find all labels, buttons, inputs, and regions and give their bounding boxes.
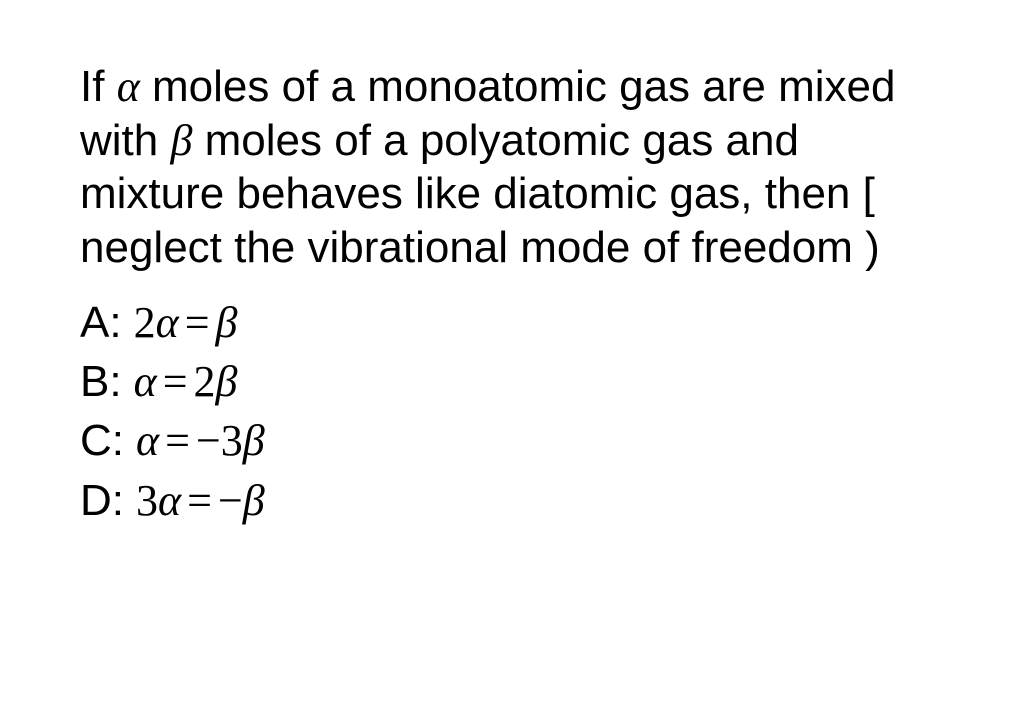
equals-sign: = bbox=[157, 357, 194, 406]
question-part-1: If bbox=[80, 62, 117, 111]
option-expression: 3α=−β bbox=[136, 471, 265, 530]
equals-sign: = bbox=[179, 298, 216, 347]
equals-sign: = bbox=[159, 416, 196, 465]
rhs-variable: β bbox=[243, 416, 265, 465]
equals-sign: = bbox=[181, 476, 218, 525]
option-a: A: 2α=β bbox=[80, 293, 954, 352]
option-expression: 2α=β bbox=[134, 293, 238, 352]
lhs-coefficient: 2 bbox=[134, 298, 156, 347]
option-b: B: α=2β bbox=[80, 352, 954, 411]
rhs-coefficient: − bbox=[218, 476, 243, 525]
option-d: D: 3α=−β bbox=[80, 471, 954, 530]
lhs-coefficient: 3 bbox=[136, 476, 158, 525]
question-part-3: moles of a polyatomic gas and mixture be… bbox=[80, 116, 880, 272]
option-c: C: α=−3β bbox=[80, 411, 954, 470]
rhs-coefficient: −3 bbox=[196, 416, 243, 465]
lhs-variable: α bbox=[156, 298, 179, 347]
option-expression: α=2β bbox=[134, 352, 238, 411]
lhs-variable: α bbox=[134, 357, 157, 406]
option-label: A: bbox=[80, 293, 122, 352]
rhs-variable: β bbox=[216, 298, 238, 347]
rhs-variable: β bbox=[216, 357, 238, 406]
option-label: B: bbox=[80, 352, 122, 411]
option-expression: α=−3β bbox=[136, 411, 265, 470]
rhs-variable: β bbox=[243, 476, 265, 525]
page: If α moles of a monoatomic gas are mixed… bbox=[0, 0, 1024, 590]
lhs-variable: α bbox=[136, 416, 159, 465]
option-label: D: bbox=[80, 471, 124, 530]
option-label: C: bbox=[80, 411, 124, 470]
options-list: A: 2α=β B: α=2β C: α=−3β D: 3α=−β bbox=[80, 293, 954, 531]
beta-symbol: β bbox=[170, 116, 192, 165]
alpha-symbol: α bbox=[117, 62, 140, 111]
rhs-coefficient: 2 bbox=[194, 357, 216, 406]
question-text: If α moles of a monoatomic gas are mixed… bbox=[80, 60, 954, 275]
lhs-variable: α bbox=[158, 476, 181, 525]
